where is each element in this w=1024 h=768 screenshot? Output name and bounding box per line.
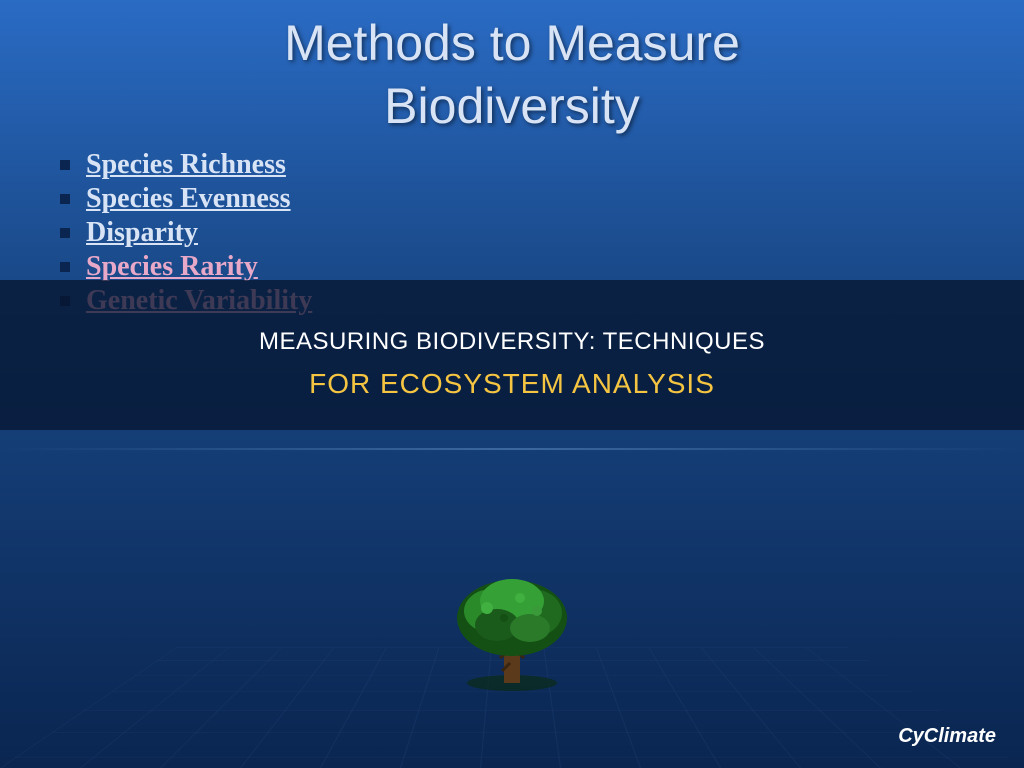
overlay-banner: MEASURING BIODIVERSITY: TECHNIQUES FOR E… xyxy=(0,280,1024,430)
list-item: Species Richness xyxy=(60,149,1024,181)
slide-title: Methods to Measure Biodiversity xyxy=(0,0,1024,137)
bullet-marker-icon xyxy=(60,160,70,170)
tree-icon xyxy=(442,563,582,698)
bullet-label: Disparity xyxy=(86,217,198,249)
bullet-marker-icon xyxy=(60,228,70,238)
title-line-2: Biodiversity xyxy=(384,78,640,134)
list-item: Species Rarity xyxy=(60,251,1024,283)
bullet-marker-icon xyxy=(60,194,70,204)
list-item: Disparity xyxy=(60,217,1024,249)
bullet-marker-icon xyxy=(60,262,70,272)
horizon-line xyxy=(0,448,1024,450)
title-line-1: Methods to Measure xyxy=(284,15,740,71)
banner-text-line-1: MEASURING BIODIVERSITY: TECHNIQUES xyxy=(259,328,765,356)
brand-logo: CyClimate xyxy=(898,725,996,748)
bullet-label: Species Rarity xyxy=(86,251,258,283)
banner-text-line-2: FOR ECOSYSTEM ANALYSIS xyxy=(309,368,715,400)
list-item: Species Evenness xyxy=(60,183,1024,215)
bullet-label: Species Evenness xyxy=(86,183,291,215)
bullet-label: Species Richness xyxy=(86,149,286,181)
